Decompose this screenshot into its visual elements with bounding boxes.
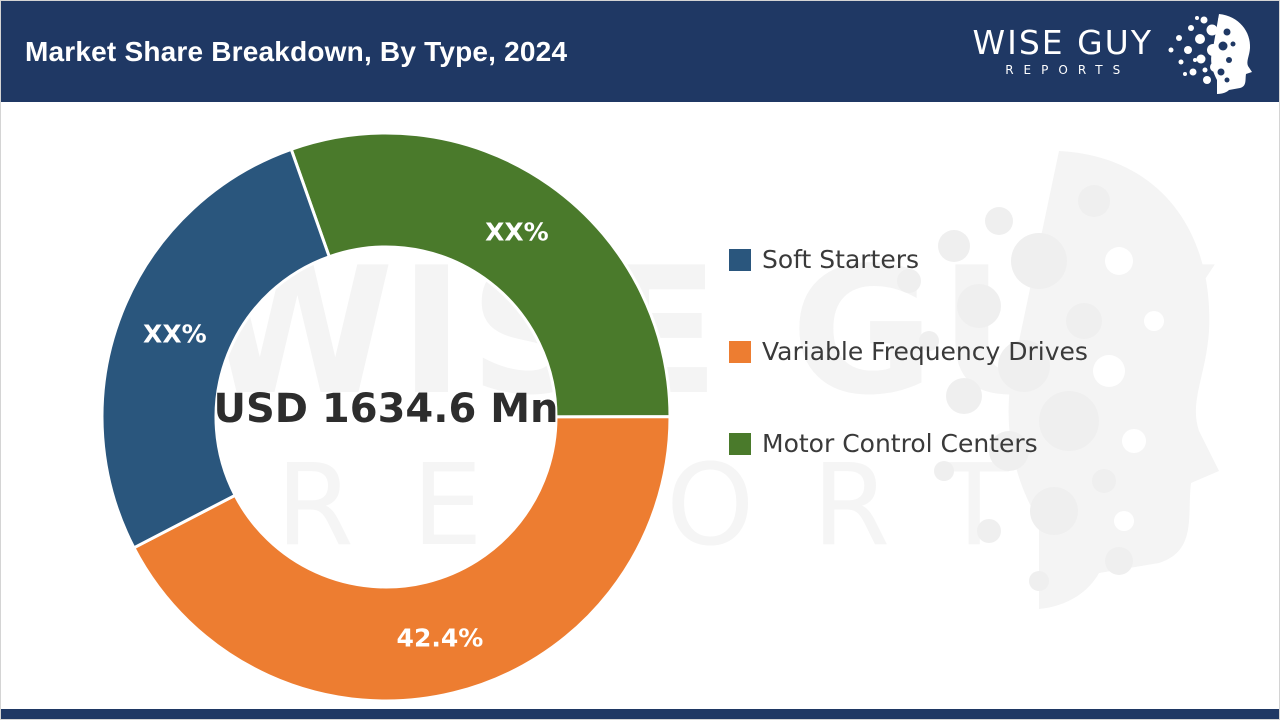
legend-swatch-variable-frequency-drives [729,340,751,363]
legend-swatch-motor-control-centers [729,432,751,455]
legend-item-motor-control-centers: Motor Control Centers [729,429,1088,458]
legend-item-soft-starters: Soft Starters [729,245,1088,274]
slice-percent-label: 42.4% [397,624,484,653]
donut-slice-2 [100,147,332,550]
logo-wordmark: WISE GUY [972,23,1153,62]
chart-center-value: USD 1634.6 Mn [213,386,559,432]
chart-legend: Soft Starters Variable Frequency Drives … [729,245,1088,458]
wise-guy-logo: WISE GUY REPORTS [972,10,1253,94]
header-bar: Market Share Breakdown, By Type, 2024 WI… [1,1,1279,102]
logo-subtitle: REPORTS [1005,63,1131,77]
donut-chart: XX% 42.4% XX% [100,131,672,703]
logo-text: WISE GUY REPORTS [972,26,1153,77]
page-title: Market Share Breakdown, By Type, 2024 [25,35,568,67]
donut-slice-0 [289,131,672,419]
watermark-face-icon [897,151,1219,609]
logo-face-icon [1168,13,1252,94]
legend-item-variable-frequency-drives: Variable Frequency Drives [729,337,1088,366]
donut-slice-1 [131,415,672,703]
legend-label: Soft Starters [762,245,920,274]
slice-percent-label: XX% [485,218,549,247]
footer-bar [1,709,1279,719]
slice-percent-label: XX% [143,320,207,349]
legend-label: Variable Frequency Drives [762,337,1088,366]
legend-label: Motor Control Centers [762,429,1038,458]
legend-swatch-soft-starters [729,248,751,271]
